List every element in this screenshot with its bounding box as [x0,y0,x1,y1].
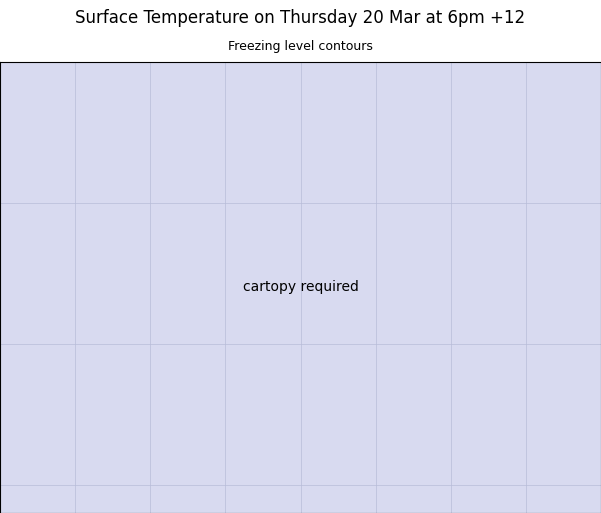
Text: Freezing level contours: Freezing level contours [228,40,373,53]
Text: cartopy required: cartopy required [243,280,358,294]
Text: Surface Temperature on Thursday 20 Mar at 6pm +12: Surface Temperature on Thursday 20 Mar a… [76,9,525,27]
